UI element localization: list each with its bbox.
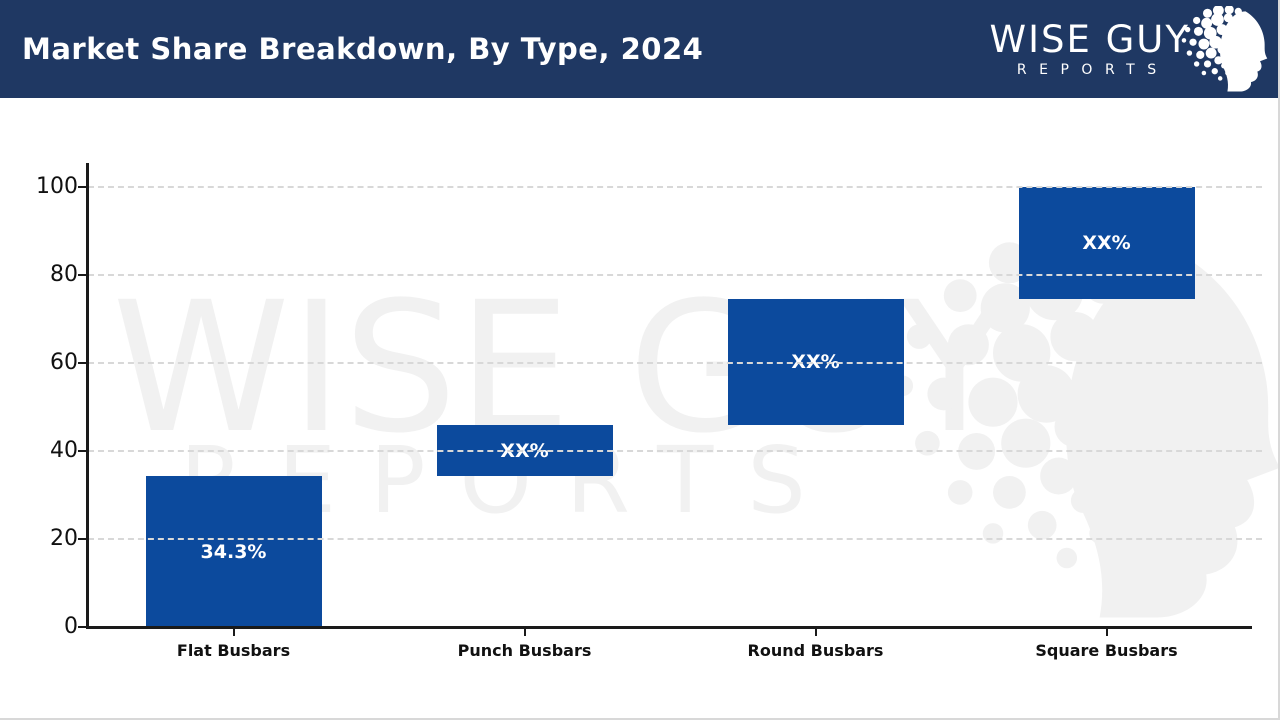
bar: XX% [1018,187,1195,300]
gridline [88,274,1262,276]
y-tick-label: 0 [64,614,78,639]
x-tick-label: Flat Busbars [176,641,291,660]
x-tick-label: Punch Busbars [457,641,592,660]
bar-value-label: 34.3% [200,540,267,563]
wise-guy-reports-logo: WISE GUY REPORTS [990,6,1268,92]
y-tick-label: 60 [50,350,78,375]
logo-wordmark: WISE GUY [989,17,1190,61]
x-tick [814,627,817,636]
gridline [88,362,1262,364]
x-tick-label: Square Busbars [1035,641,1178,660]
x-tick [232,627,235,636]
y-tick-label: 40 [50,438,78,463]
x-tick-label: Round Busbars [747,641,884,660]
page-title: Market Share Breakdown, By Type, 2024 [22,32,704,66]
y-tick [78,450,88,452]
dotted-face-icon [1181,6,1268,92]
y-axis-line [86,163,89,629]
y-tick [78,186,88,188]
gridline [88,538,1262,540]
y-tick [78,362,88,364]
x-axis-line [86,626,1252,629]
y-tick [78,538,88,540]
bar-value-label: XX% [1082,232,1131,255]
y-tick-label: 100 [36,174,78,199]
gridline [88,450,1262,452]
x-tick [1105,627,1108,636]
gridline [88,186,1262,188]
logo-subtitle: REPORTS [1016,61,1169,78]
logo-text: WISE GUY REPORTS [990,21,1190,78]
x-tick [523,627,526,636]
header-bar: Market Share Breakdown, By Type, 2024 WI… [0,0,1278,98]
y-tick [78,274,88,276]
y-tick [78,626,88,628]
bar: 34.3% [145,476,322,627]
y-tick-label: 20 [50,526,78,551]
y-tick-label: 80 [50,262,78,287]
